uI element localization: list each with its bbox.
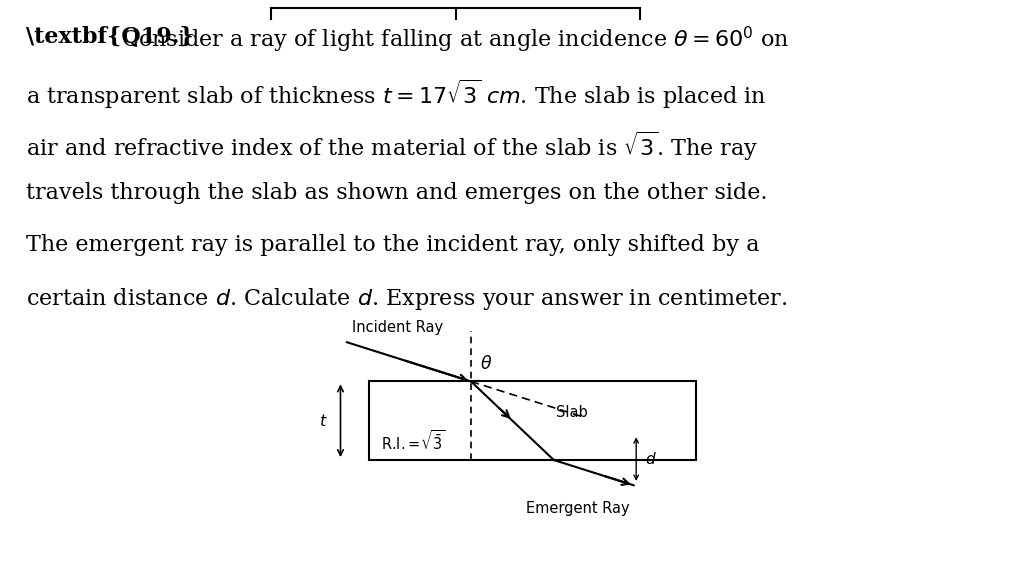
Text: \textbf{Q19.}: \textbf{Q19.} bbox=[26, 25, 194, 47]
Text: $t$: $t$ bbox=[318, 413, 328, 429]
Bar bbox=[369, 381, 696, 460]
Text: a transparent slab of thickness $t = 17\sqrt{3}$ $cm$. The slab is placed in: a transparent slab of thickness $t = 17\… bbox=[26, 77, 766, 111]
Text: certain distance $d$. Calculate $d$. Express your answer in centimeter.: certain distance $d$. Calculate $d$. Exp… bbox=[26, 286, 787, 312]
Text: The emergent ray is parallel to the incident ray, only shifted by a: The emergent ray is parallel to the inci… bbox=[26, 234, 759, 256]
Text: Emergent Ray: Emergent Ray bbox=[526, 501, 630, 516]
Text: travels through the slab as shown and emerges on the other side.: travels through the slab as shown and em… bbox=[26, 182, 767, 204]
Text: $d$: $d$ bbox=[645, 451, 657, 467]
Text: air and refractive index of the material of the slab is $\sqrt{3}$. The ray: air and refractive index of the material… bbox=[26, 130, 758, 163]
Text: Slab: Slab bbox=[556, 405, 588, 420]
Text: Incident Ray: Incident Ray bbox=[352, 320, 443, 335]
Text: $\theta$: $\theta$ bbox=[480, 355, 493, 373]
Text: Consider a ray of light falling at angle incidence $\theta = 60^0$ on: Consider a ray of light falling at angle… bbox=[121, 25, 790, 56]
Text: R.I.$=\!\sqrt{\bar{3}}$: R.I.$=\!\sqrt{\bar{3}}$ bbox=[381, 430, 446, 454]
